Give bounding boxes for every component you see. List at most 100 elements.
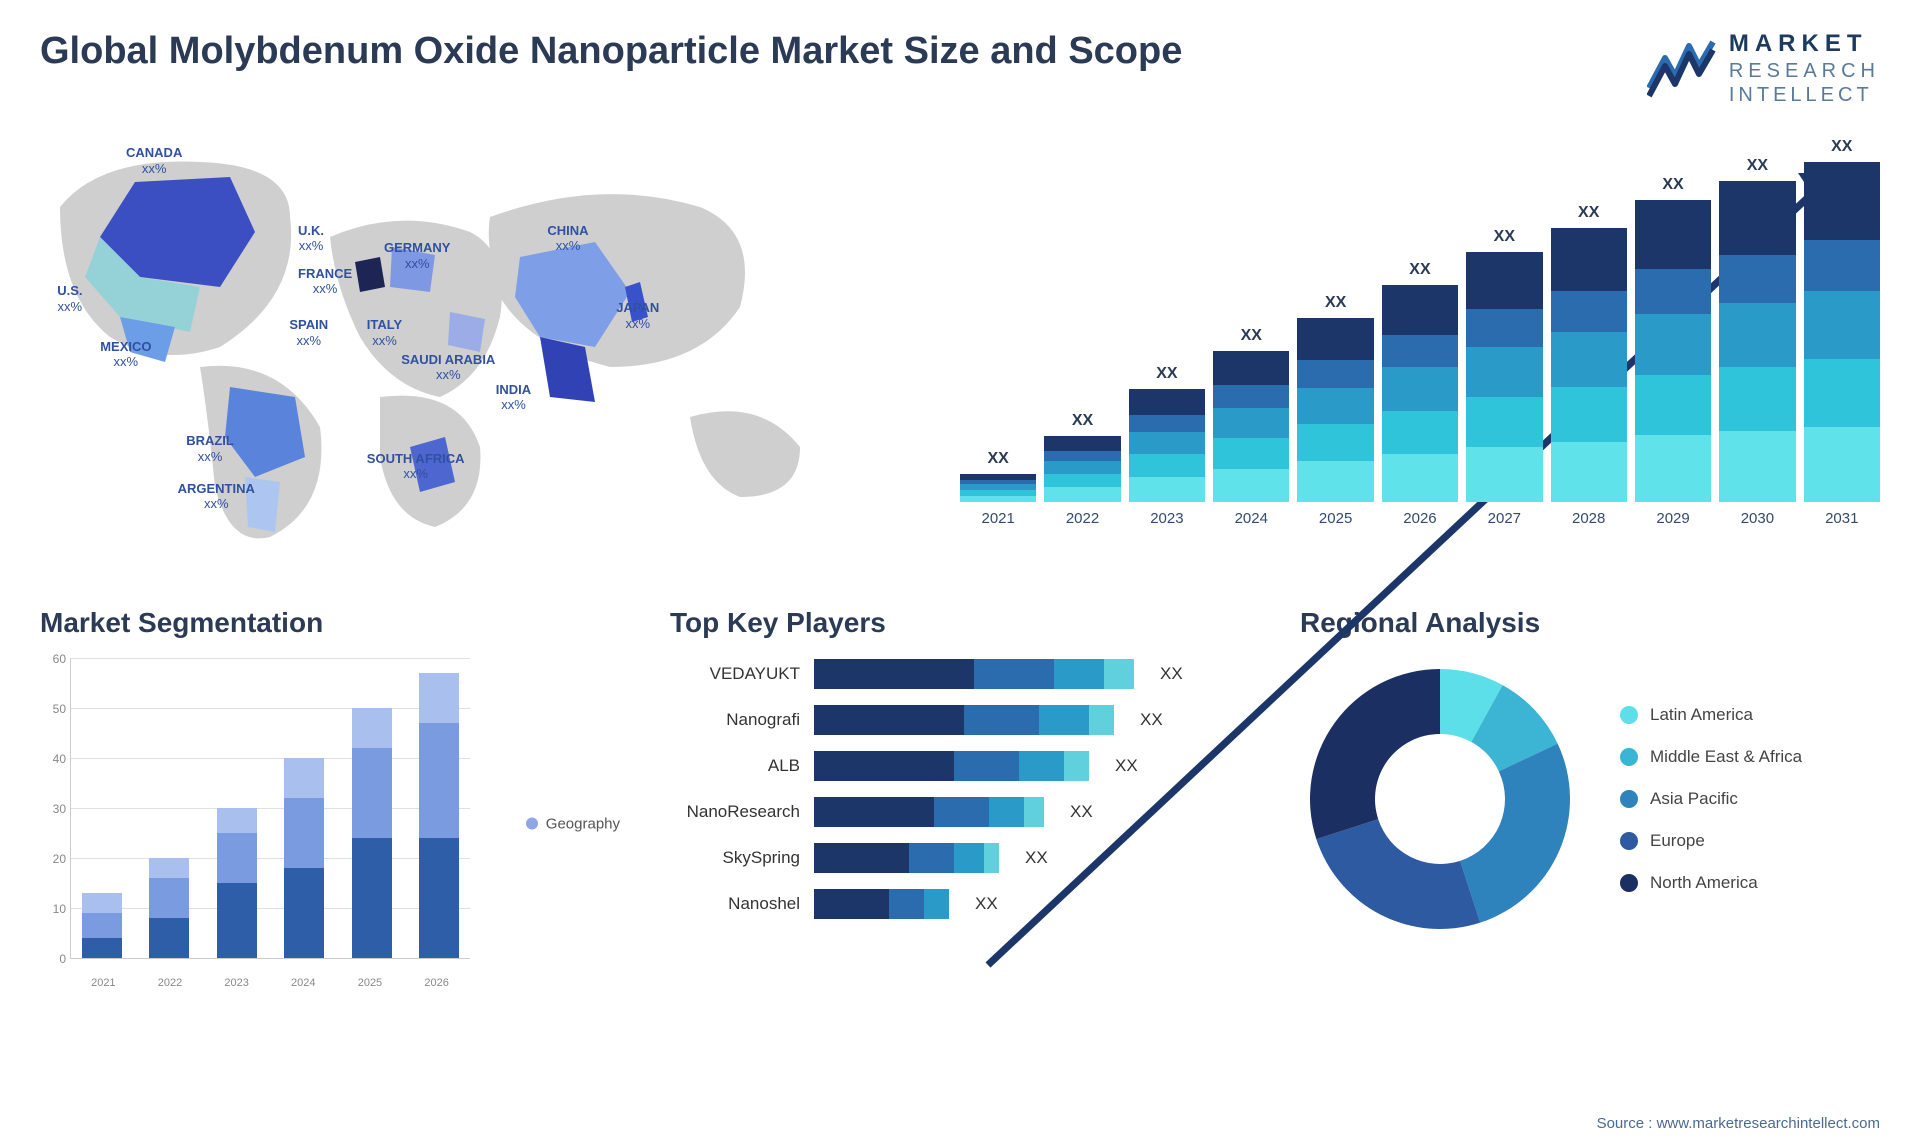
player-name: Nanografi	[670, 710, 800, 730]
main-bar-column: XX2031	[1804, 138, 1880, 527]
map-country	[355, 257, 385, 292]
segmentation-panel: Market Segmentation 0102030405060 202120…	[40, 607, 620, 1067]
bar-segment	[1129, 415, 1205, 432]
bar-value-label: XX	[1072, 412, 1093, 430]
bar-segment	[1635, 269, 1711, 314]
map-label: U.S.xx%	[57, 283, 82, 314]
player-bar-segment	[964, 705, 1039, 735]
seg-bar-segment	[217, 833, 257, 883]
bar-value-label: XX	[1578, 204, 1599, 222]
seg-bar-segment	[82, 913, 122, 938]
logo-text-3: INTELLECT	[1729, 83, 1880, 107]
seg-bar	[217, 808, 257, 958]
seg-bar-segment	[419, 838, 459, 958]
regional-donut	[1300, 659, 1580, 939]
bar-segment	[1551, 387, 1627, 442]
regional-legend-item: North America	[1620, 873, 1802, 893]
seg-bar-segment	[217, 883, 257, 958]
main-bar-column: XX2025	[1297, 294, 1373, 527]
player-name: ALB	[670, 756, 800, 776]
player-bar	[814, 843, 999, 873]
logo-text-1: MARKET	[1729, 30, 1880, 59]
map-label: JAPANxx%	[616, 300, 659, 331]
main-bar-column: XX2030	[1719, 157, 1795, 527]
legend-label: Middle East & Africa	[1650, 747, 1802, 767]
seg-x-label: 2021	[91, 977, 115, 989]
bar-segment	[1551, 332, 1627, 387]
player-bar-segment	[814, 705, 964, 735]
bar-segment	[1804, 162, 1880, 240]
map-label: SPAINxx%	[289, 317, 328, 348]
player-bar-segment	[814, 751, 954, 781]
player-bar-segment	[814, 889, 889, 919]
bar-value-label: XX	[1409, 261, 1430, 279]
player-bar-segment	[1064, 751, 1089, 781]
player-value: XX	[1070, 802, 1093, 822]
player-bar-segment	[1089, 705, 1114, 735]
map-label: MEXICOxx%	[100, 339, 151, 370]
seg-bar	[82, 893, 122, 958]
regional-legend-item: Asia Pacific	[1620, 789, 1802, 809]
player-bar-segment	[1054, 659, 1104, 689]
bar-year-label: 2027	[1488, 510, 1521, 527]
bar-year-label: 2023	[1150, 510, 1183, 527]
y-tick: 20	[53, 852, 66, 866]
main-bar-column: XX2027	[1466, 228, 1542, 527]
player-bar-segment	[934, 797, 989, 827]
bar-segment	[1551, 442, 1627, 502]
y-tick: 50	[53, 702, 66, 716]
bar-segment	[1804, 359, 1880, 427]
seg-bar-segment	[419, 723, 459, 838]
regional-legend-item: Middle East & Africa	[1620, 747, 1802, 767]
bar-segment	[1551, 291, 1627, 332]
player-bar-segment	[1024, 797, 1044, 827]
seg-bar-segment	[352, 838, 392, 958]
bar-value-label: XX	[1662, 176, 1683, 194]
main-bar-column: XX 2028	[1551, 204, 1627, 527]
bar-segment	[1635, 375, 1711, 435]
player-row: NanografiXX	[670, 705, 1250, 735]
player-bar	[814, 705, 1114, 735]
map-label: ARGENTINAxx%	[178, 481, 255, 512]
legend-label: North America	[1650, 873, 1758, 893]
bar-segment	[1129, 477, 1205, 502]
regional-panel: Regional Analysis Latin AmericaMiddle Ea…	[1300, 607, 1880, 1067]
bar-segment	[1466, 447, 1542, 502]
player-bar	[814, 751, 1089, 781]
segmentation-legend: Geography	[526, 815, 620, 832]
player-bar	[814, 797, 1044, 827]
seg-x-label: 2025	[358, 977, 382, 989]
player-value: XX	[1115, 756, 1138, 776]
player-row: NanoshelXX	[670, 889, 1250, 919]
bar-segment	[1719, 181, 1795, 255]
seg-bar-segment	[284, 758, 324, 798]
bar-segment	[1635, 435, 1711, 501]
bar-segment	[1551, 228, 1627, 291]
y-tick: 0	[59, 952, 66, 966]
bar-segment	[1466, 252, 1542, 310]
player-bar	[814, 659, 1134, 689]
bar-segment	[1129, 389, 1205, 415]
player-bar-segment	[889, 889, 924, 919]
seg-bar	[419, 673, 459, 958]
bar-segment	[1044, 487, 1120, 502]
bar-segment	[1297, 461, 1373, 502]
map-label: ITALYxx%	[367, 317, 402, 348]
seg-bar-segment	[284, 868, 324, 958]
map-label: U.K.xx%	[298, 223, 324, 254]
bar-segment	[1213, 408, 1289, 438]
bar-segment	[1635, 314, 1711, 374]
bar-year-label: 2022	[1066, 510, 1099, 527]
bar-value-label: XX	[1241, 327, 1262, 345]
players-title: Top Key Players	[670, 607, 1250, 639]
bar-segment	[1719, 255, 1795, 303]
bar-segment	[1213, 385, 1289, 408]
bar-year-label: 2028	[1572, 510, 1605, 527]
player-name: NanoResearch	[670, 802, 800, 822]
bar-segment	[1466, 309, 1542, 347]
bar-segment	[1804, 240, 1880, 291]
donut-segment	[1460, 743, 1570, 922]
main-bar-column: XX2023	[1129, 365, 1205, 527]
player-bar-segment	[974, 659, 1054, 689]
bar-segment	[1213, 438, 1289, 468]
